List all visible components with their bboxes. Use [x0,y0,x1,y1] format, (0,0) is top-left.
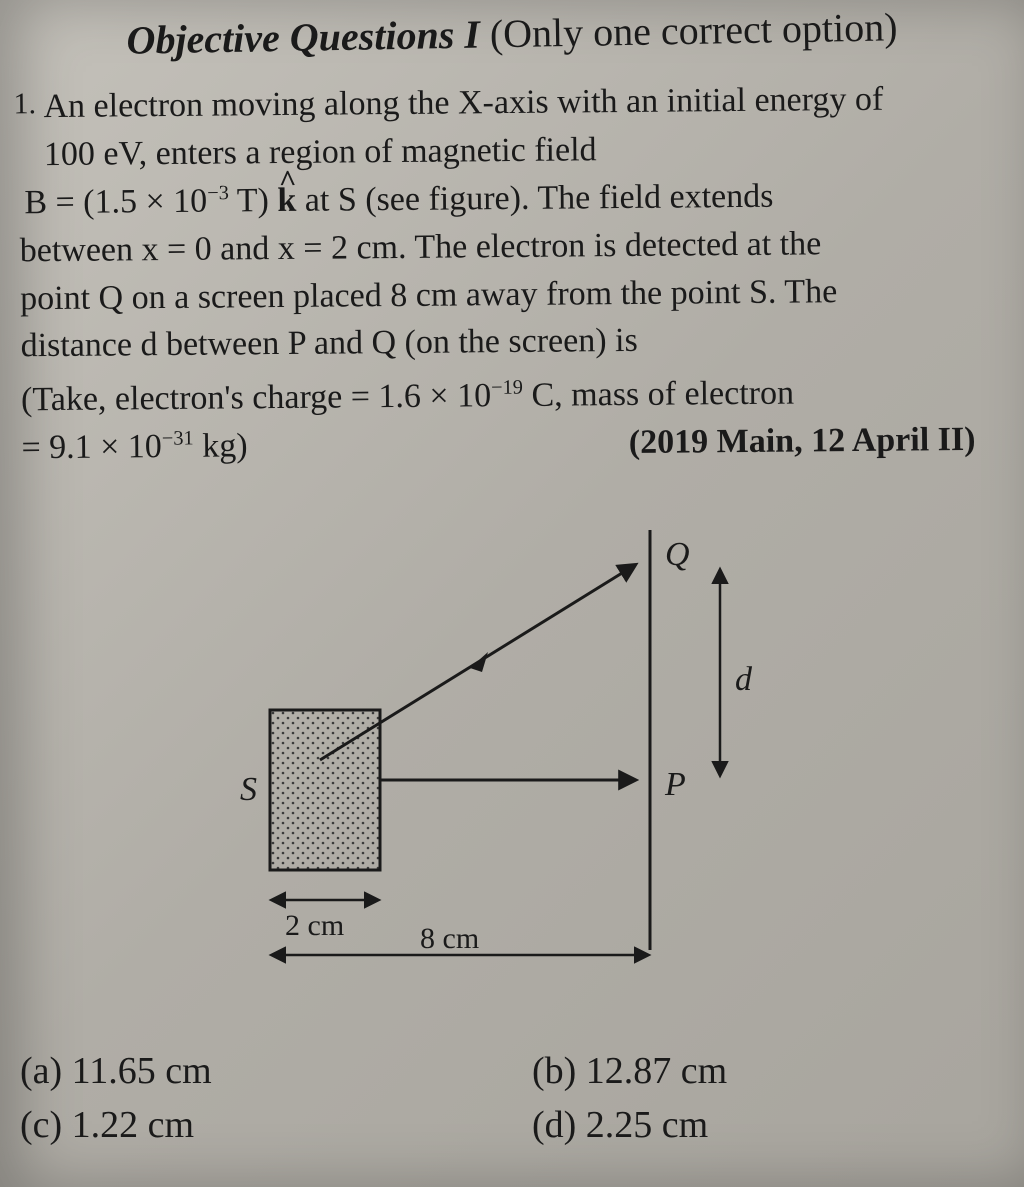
q-line: An electron moving along the X-axis with… [18,76,1002,130]
label-Q: Q [665,536,690,573]
q-take: (Take, electron's charge = 1.6 × 10−19 C… [21,369,1005,423]
q-line: B = (1.5 × 10−3 T) k at S (see figure). … [19,171,1003,225]
k-hat: k [277,178,296,224]
q-line: between x = 0 and x = 2 cm. The electron… [20,219,1004,273]
section-header: Objective Questions I (Only one correct … [20,1,1005,65]
midpoint-arrow [470,652,488,672]
label-d: d [735,661,753,698]
q-line: distance d between P and Q (on the scree… [20,315,1004,369]
label-S: S [240,771,257,808]
label-2cm: 2 cm [285,909,344,942]
label-8cm: 8 cm [420,922,479,955]
answer-options: (a) 11.65 cm (b) 12.87 cm (c) 1.22 cm (d… [20,1049,1004,1147]
q-line: point Q on a screen placed 8 cm away fro… [20,267,1004,321]
question-text: 1. An electron moving along the X-axis w… [18,76,1005,474]
option-c: (c) 1.22 cm [20,1103,492,1147]
q-take-2: = 9.1 × 10−31 kg) (2019 Main, 12 April I… [21,417,1005,471]
option-a: (a) 11.65 cm [20,1049,492,1093]
header-prefix: Objective [126,15,280,63]
question-source: (2019 Main, 12 April II) [629,417,1006,466]
diagram: S P Q d 2 cm 8 cm [190,510,830,970]
q-line: 100 eV, enters a region of magnetic fiel… [19,124,1003,178]
header-paren: (Only one correct option) [489,4,897,56]
question-number: 1. [13,84,36,125]
header-main: Questions I [289,12,480,60]
option-d: (d) 2.25 cm [532,1103,1004,1147]
option-b: (b) 12.87 cm [532,1049,1004,1093]
label-P: P [664,766,686,803]
